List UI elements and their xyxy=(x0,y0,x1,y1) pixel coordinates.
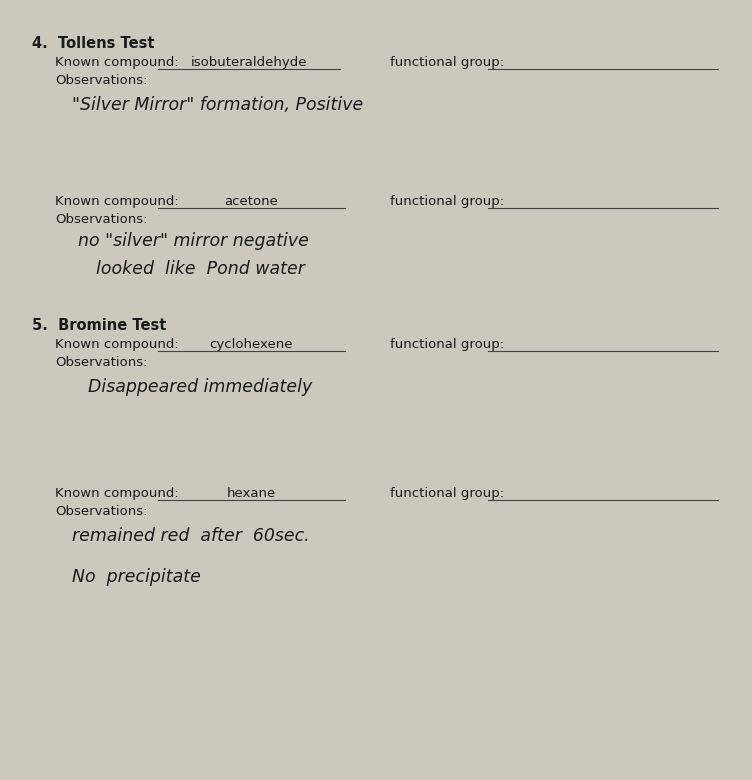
Text: functional group:: functional group: xyxy=(390,338,504,351)
Text: 4.  Tollens Test: 4. Tollens Test xyxy=(32,36,154,51)
Text: Disappeared immediately: Disappeared immediately xyxy=(88,378,312,396)
Text: cyclohexene: cyclohexene xyxy=(210,338,293,351)
Text: remained red  after  60sec.: remained red after 60sec. xyxy=(72,527,310,545)
Text: acetone: acetone xyxy=(225,195,278,208)
Text: Observations:: Observations: xyxy=(55,356,147,369)
Text: Observations:: Observations: xyxy=(55,74,147,87)
Text: functional group:: functional group: xyxy=(390,487,504,500)
Text: Known compound:: Known compound: xyxy=(55,195,179,208)
Text: functional group:: functional group: xyxy=(390,56,504,69)
Text: Known compound:: Known compound: xyxy=(55,56,179,69)
Text: hexane: hexane xyxy=(227,487,276,500)
Text: looked  like  Pond water: looked like Pond water xyxy=(96,260,305,278)
Text: Observations:: Observations: xyxy=(55,505,147,518)
Text: no "silver" mirror negative: no "silver" mirror negative xyxy=(78,232,309,250)
Text: Known compound:: Known compound: xyxy=(55,487,179,500)
Text: Observations:: Observations: xyxy=(55,213,147,226)
Text: isobuteraldehyde: isobuteraldehyde xyxy=(191,56,308,69)
Text: Known compound:: Known compound: xyxy=(55,338,179,351)
Text: functional group:: functional group: xyxy=(390,195,504,208)
Text: 5.  Bromine Test: 5. Bromine Test xyxy=(32,318,166,333)
Text: No  precipitate: No precipitate xyxy=(72,568,201,586)
Text: "Silver Mirror" formation, Positive: "Silver Mirror" formation, Positive xyxy=(72,96,363,114)
